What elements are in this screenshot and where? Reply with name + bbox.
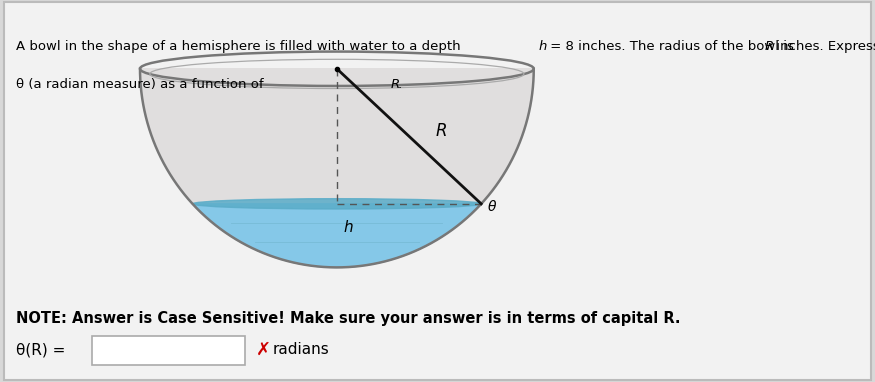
Text: = 8 inches. The radius of the bowl is: = 8 inches. The radius of the bowl is — [546, 40, 798, 53]
Polygon shape — [192, 204, 481, 267]
Bar — [92, 336, 245, 365]
Ellipse shape — [192, 199, 481, 209]
Text: θ(R) =: θ(R) = — [16, 342, 65, 357]
Text: .: . — [397, 78, 402, 91]
Text: NOTE: Answer is Case Sensitive! Make sure your answer is in terms of capital R.: NOTE: Answer is Case Sensitive! Make sur… — [16, 311, 680, 326]
Text: R: R — [765, 40, 774, 53]
FancyBboxPatch shape — [4, 2, 871, 380]
Text: R: R — [390, 78, 400, 91]
Text: θ: θ — [487, 200, 496, 214]
Text: θ (a radian measure) as a function of: θ (a radian measure) as a function of — [16, 78, 268, 91]
Text: R: R — [435, 121, 447, 139]
Text: h: h — [344, 220, 354, 235]
Text: A bowl in the shape of a hemisphere is filled with water to a depth: A bowl in the shape of a hemisphere is f… — [16, 40, 465, 53]
Text: ✗: ✗ — [255, 340, 270, 359]
Text: inches. Express: inches. Express — [772, 40, 875, 53]
Text: h: h — [539, 40, 548, 53]
Polygon shape — [140, 69, 534, 267]
Text: radians: radians — [273, 342, 330, 357]
